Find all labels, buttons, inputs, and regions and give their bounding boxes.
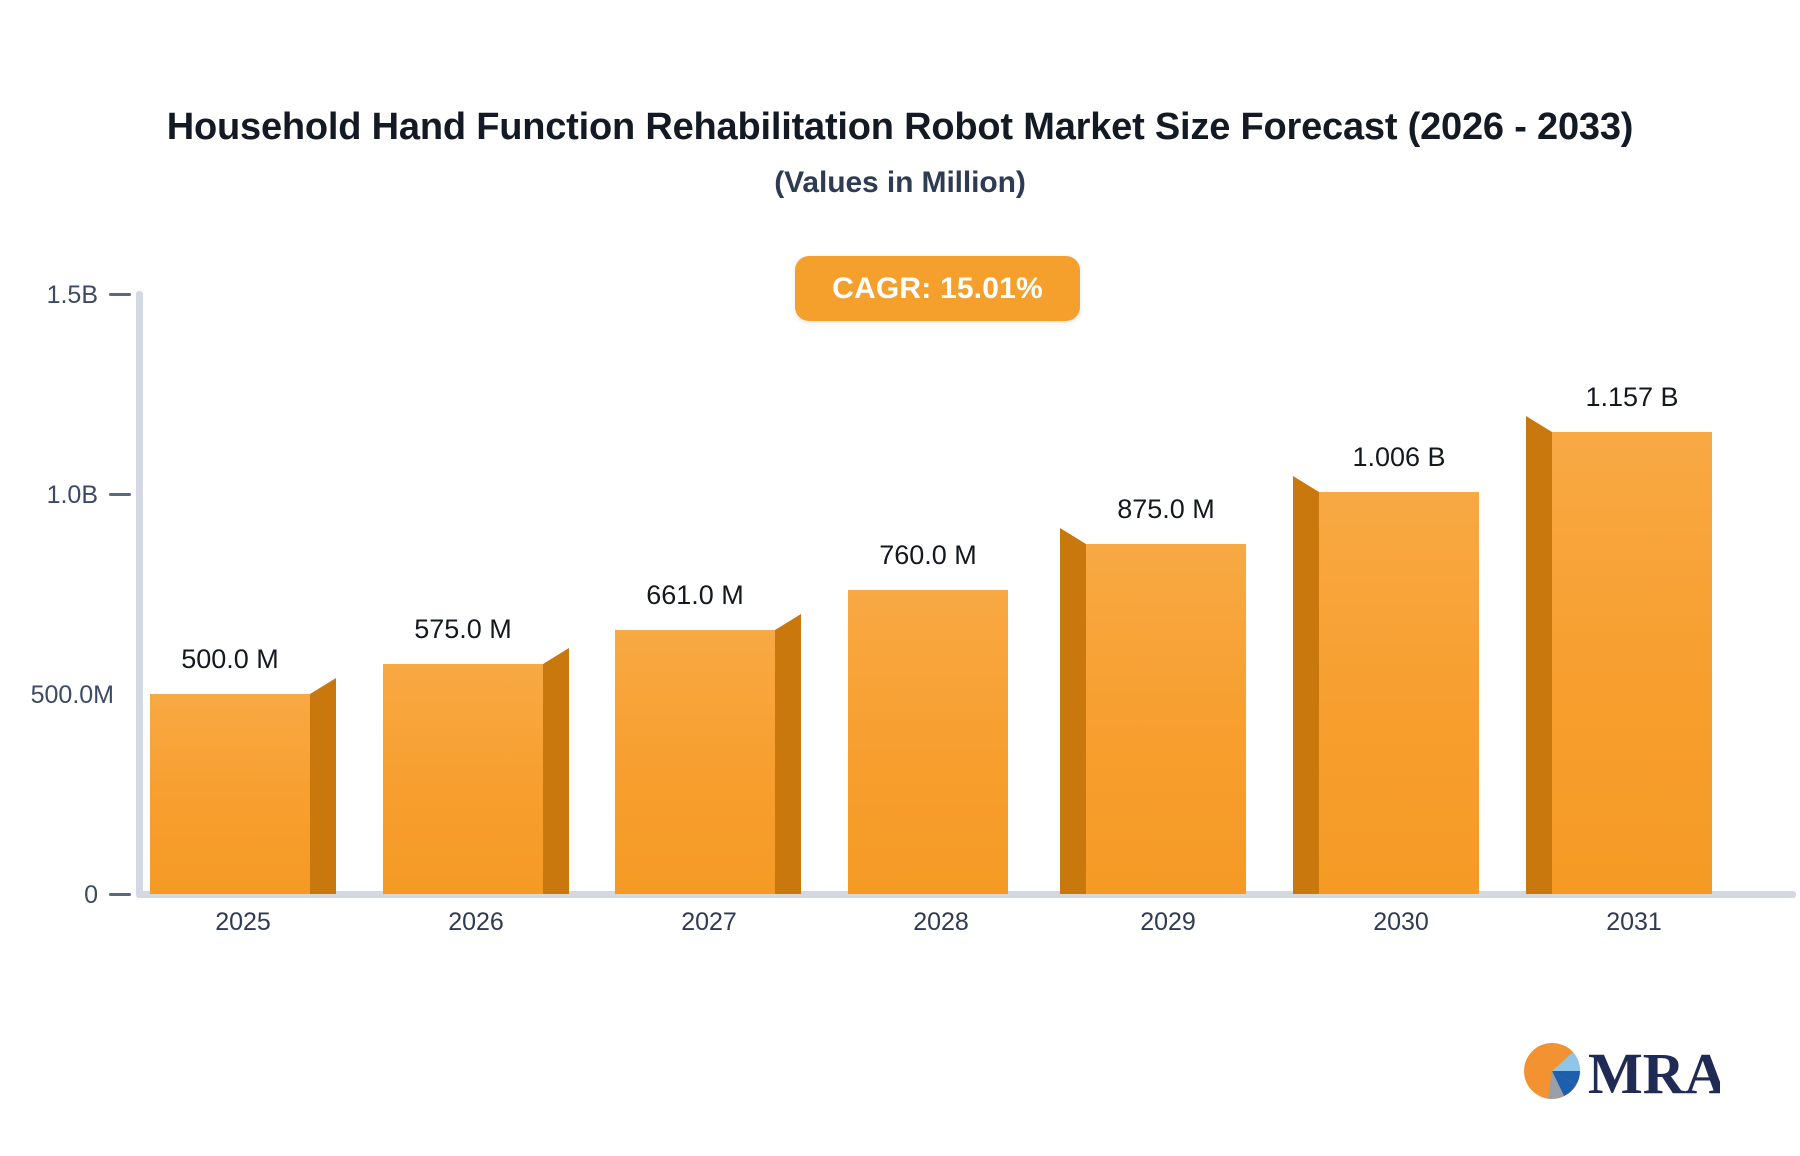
y-tick-mark-0 xyxy=(109,893,131,896)
bar-value-label-2026: 575.0 M xyxy=(414,614,512,644)
y-axis-label-500: 500.0M xyxy=(30,681,114,709)
y-axis-label-1000: 1.0B xyxy=(46,481,98,509)
cagr-badge: CAGR: 15.01% xyxy=(795,256,1080,321)
y-axis-label-1500: 1.5B xyxy=(46,281,98,309)
y-axis-label-0: 0 xyxy=(84,881,98,909)
bar-value-label-2027: 661.0 M xyxy=(646,580,744,610)
x-axis-label-2026: 2026 xyxy=(448,908,504,936)
bar-side-face-2031 xyxy=(1526,432,1552,894)
chart-subtitle: (Values in Million) xyxy=(774,165,1026,199)
bar-front-face-2030 xyxy=(1319,492,1479,894)
x-axis-line xyxy=(136,891,1796,898)
pie-chart-icon xyxy=(1524,1043,1581,1099)
cagr-badge-label: CAGR: 15.01% xyxy=(832,271,1043,305)
bar-2030[interactable]: 1.006 B xyxy=(1293,442,1479,894)
bar-top-face-2027 xyxy=(775,614,801,630)
bar-top-face-2025 xyxy=(310,678,336,694)
bar-side-face-2029 xyxy=(1060,544,1086,894)
bar-side-face-2026 xyxy=(543,664,569,894)
bar-2026[interactable]: 575.0 M xyxy=(383,614,569,894)
bar-2027[interactable]: 661.0 M xyxy=(615,580,801,894)
x-axis-label-2025: 2025 xyxy=(215,908,271,936)
mra-logo-svg: MRA xyxy=(1524,1041,1727,1106)
x-axis-label-2030: 2030 xyxy=(1373,908,1429,936)
bar-front-face-2031 xyxy=(1552,432,1712,894)
bar-top-face-2030 xyxy=(1293,476,1319,492)
mra-logo: MRA xyxy=(1520,1035,1727,1113)
bar-value-label-2031: 1.157 B xyxy=(1585,382,1679,412)
bar-2025[interactable]: 500.0 M xyxy=(150,644,336,894)
bar-value-label-2025: 500.0 M xyxy=(181,644,279,674)
mra-logo-text: MRA xyxy=(1588,1041,1720,1106)
bar-side-face-2030 xyxy=(1293,492,1319,894)
bar-2028[interactable]: 760.0 M xyxy=(848,540,1008,894)
bar-front-face-2029 xyxy=(1086,544,1246,894)
x-axis-label-2028: 2028 xyxy=(913,908,969,936)
title-block: Household Hand Function Rehabilitation R… xyxy=(0,106,1800,200)
bar-value-label-2028: 760.0 M xyxy=(879,540,977,570)
bar-front-face-2026 xyxy=(383,664,543,894)
page-title: Household Hand Function Rehabilitation R… xyxy=(166,106,1634,148)
bar-top-face-2031 xyxy=(1526,416,1552,432)
bar-2029[interactable]: 875.0 M xyxy=(1060,494,1246,894)
x-axis-label-2031: 2031 xyxy=(1606,908,1662,936)
bar-front-face-2028 xyxy=(848,590,1008,894)
bar-value-label-2030: 1.006 B xyxy=(1352,442,1446,472)
bar-top-face-2029 xyxy=(1060,528,1086,544)
x-axis-label-2027: 2027 xyxy=(681,908,737,936)
bar-side-face-2025 xyxy=(310,694,336,894)
bar-front-face-2027 xyxy=(615,630,775,894)
x-axis-label-2029: 2029 xyxy=(1140,908,1196,936)
bar-top-face-2026 xyxy=(543,648,569,664)
bar-value-label-2029: 875.0 M xyxy=(1117,494,1215,524)
bar-front-face-2025 xyxy=(150,694,310,894)
y-tick-mark-1500 xyxy=(109,293,131,296)
y-axis-line xyxy=(136,291,143,897)
bar-side-face-2027 xyxy=(775,630,801,894)
bar-2031[interactable]: 1.157 B xyxy=(1526,382,1712,894)
y-tick-mark-1000 xyxy=(109,493,131,496)
